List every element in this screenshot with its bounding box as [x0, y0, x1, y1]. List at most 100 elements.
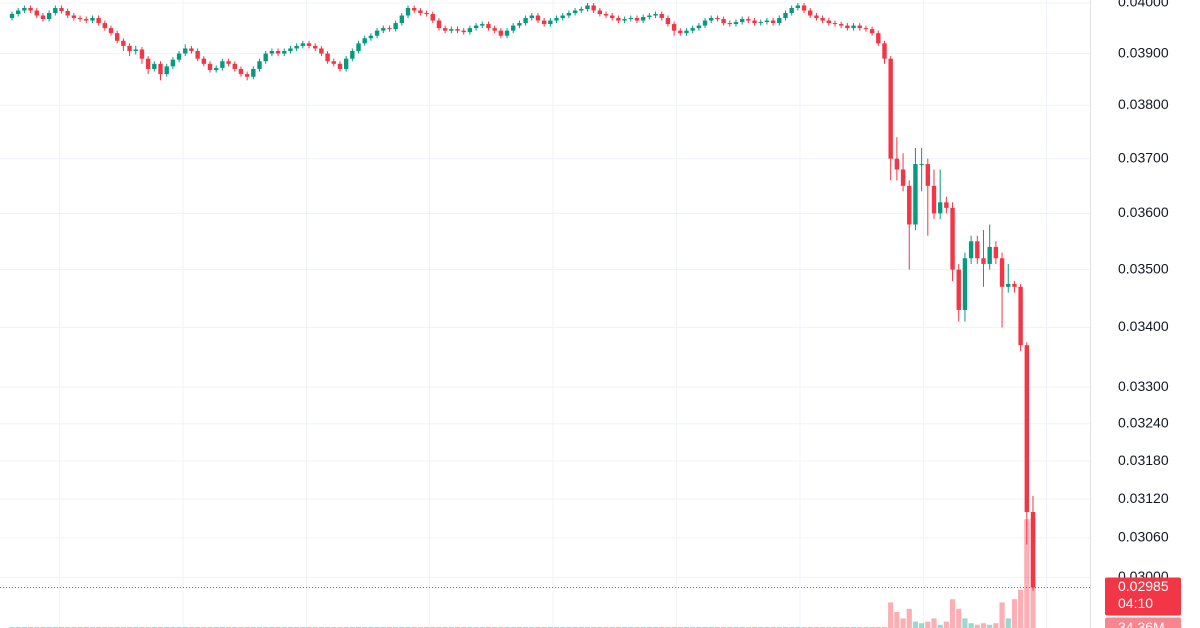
candle-body — [684, 30, 689, 34]
candle-body — [770, 20, 776, 24]
y-tick-label: 0.03900 — [1118, 44, 1169, 60]
candle-body — [102, 23, 108, 29]
candle-body — [634, 18, 640, 21]
candle-body — [944, 202, 949, 208]
y-tick-label: 0.03600 — [1118, 204, 1169, 220]
candle-body — [313, 45, 318, 49]
volume-bar — [919, 623, 925, 628]
candle-body — [900, 169, 906, 186]
candle-body — [114, 33, 120, 41]
candle-body — [300, 43, 306, 46]
candle-body — [931, 185, 937, 214]
volume-bar — [906, 608, 912, 628]
candle-body — [343, 58, 349, 69]
candle-body — [139, 49, 145, 59]
candle-body — [894, 158, 900, 170]
candle-body — [46, 13, 52, 20]
candle-body — [53, 7, 58, 14]
candle-body — [170, 59, 176, 67]
candle-body — [251, 68, 256, 77]
candle-body — [968, 241, 974, 259]
y-tick-label: 0.03240 — [1118, 414, 1169, 430]
candle-body — [566, 13, 572, 16]
volume-bar — [894, 612, 900, 628]
candle-body — [412, 7, 417, 11]
candle-body — [430, 14, 435, 21]
candle-body — [65, 10, 70, 16]
candle-body — [956, 269, 961, 310]
y-tick-label: 0.03500 — [1118, 260, 1169, 276]
candle-body — [560, 15, 565, 19]
candle-body — [442, 28, 448, 31]
candle-body — [579, 8, 584, 11]
candle-body — [882, 43, 887, 59]
candle-body — [350, 50, 355, 59]
candle-body — [962, 258, 968, 310]
candle-body — [263, 53, 268, 62]
candle-body — [937, 202, 943, 214]
candle-body — [405, 7, 411, 16]
candle-body — [498, 30, 504, 36]
volume-bar — [943, 621, 949, 628]
candle-body — [325, 53, 330, 62]
volume-bar — [931, 618, 937, 628]
candle-body — [362, 38, 367, 44]
candle-body — [808, 10, 813, 16]
candle-body — [907, 185, 912, 225]
volume-bar — [925, 621, 931, 628]
candle-body — [28, 7, 33, 11]
volume-bar — [974, 624, 980, 628]
candle-body — [15, 10, 21, 15]
vertical-grid — [0, 0, 1090, 628]
candle-body — [294, 45, 299, 49]
candle-body — [987, 246, 992, 264]
y-tick-label: 0.03300 — [1118, 378, 1169, 394]
volume-bar — [1005, 618, 1011, 628]
candle-body — [857, 25, 862, 29]
candle-body — [232, 63, 237, 69]
candle-body — [275, 50, 281, 54]
grid — [0, 2, 1090, 578]
candle-body — [659, 14, 664, 19]
candle-body — [869, 29, 875, 34]
y-tick-label: 0.03800 — [1118, 96, 1169, 112]
candle-body — [820, 18, 825, 21]
price-axis: 0.04000 0.03900 0.03800 0.03700 0.03600 0.035… — [1118, 0, 1169, 584]
candle-body — [133, 49, 138, 51]
candle-body — [746, 19, 751, 21]
candle-body — [975, 241, 980, 259]
candle-body — [888, 58, 893, 159]
candle-body — [591, 5, 596, 11]
candle-body — [207, 63, 213, 71]
countdown: 04:10 — [1118, 595, 1153, 611]
candle-body — [597, 10, 603, 15]
candle-body — [40, 15, 46, 20]
candle-body — [257, 61, 262, 69]
volume-label: 34.36M — [1118, 619, 1165, 628]
candle-body — [764, 20, 770, 23]
candle-body — [1030, 511, 1036, 588]
candle-body — [84, 19, 89, 21]
candle-body — [1024, 345, 1030, 512]
candle-body — [399, 15, 405, 24]
candle-body — [374, 30, 380, 36]
candle-body — [585, 5, 590, 9]
candle-body — [616, 18, 621, 21]
candle-body — [529, 15, 534, 19]
candle-body — [214, 67, 219, 71]
candle-body — [572, 10, 578, 14]
candle-body — [486, 24, 491, 29]
candle-body — [121, 40, 126, 46]
volume-bar — [987, 624, 993, 628]
candle-body — [34, 10, 39, 16]
candle-body — [919, 164, 924, 166]
candle-body — [455, 29, 460, 31]
candle-body — [548, 20, 553, 25]
candle-body — [337, 63, 343, 69]
candles — [9, 2, 1036, 591]
candle-body — [739, 19, 745, 23]
candle-body — [145, 58, 151, 69]
candle-body — [783, 13, 788, 19]
